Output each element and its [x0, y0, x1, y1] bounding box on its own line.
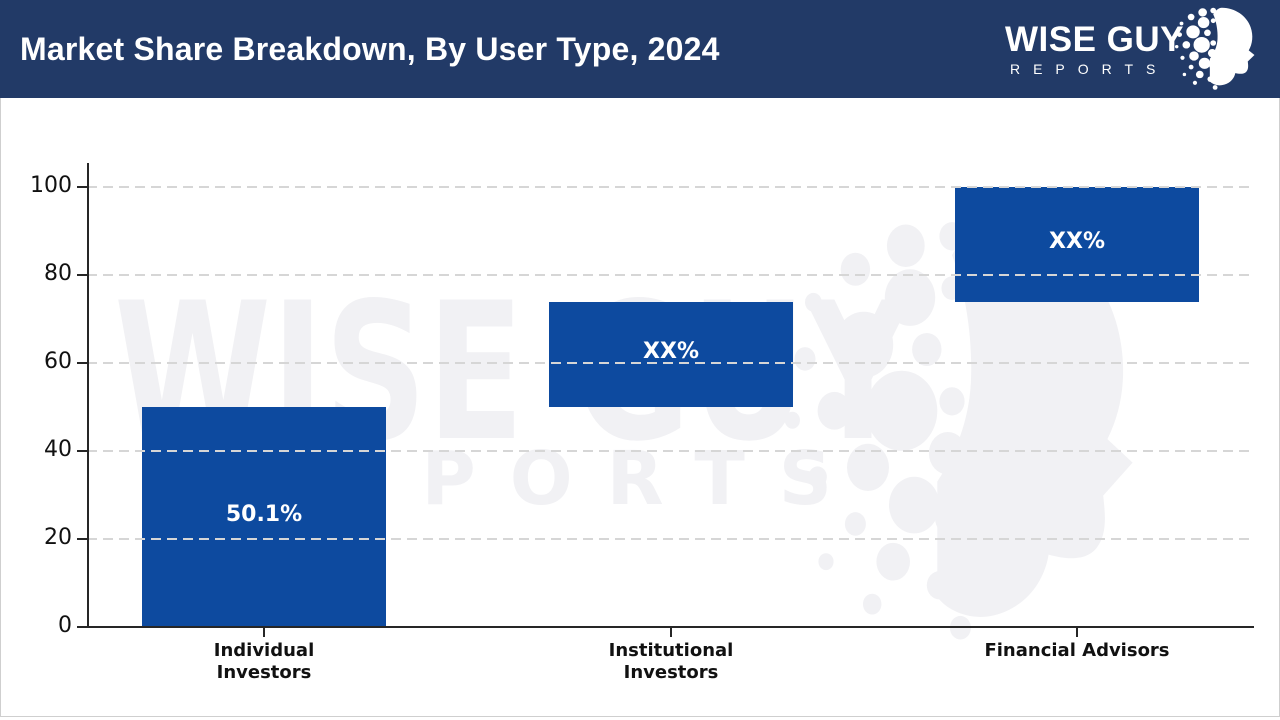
bar-2 — [549, 301, 793, 407]
y-gridline — [87, 538, 1254, 540]
x-axis-tick — [1076, 628, 1078, 637]
y-gridline — [87, 186, 1254, 188]
x-category-label: Individual Investors — [213, 640, 315, 683]
x-axis-tick — [263, 628, 265, 637]
y-axis-tick — [77, 538, 87, 540]
y-axis-tick — [77, 274, 87, 276]
x-category-label: Financial Advisors — [984, 640, 1170, 661]
y-axis-tick-label: 20 — [44, 525, 72, 550]
y-gridline — [87, 274, 1254, 276]
x-axis-line — [87, 626, 1254, 628]
x-category-label: Institutional Investors — [608, 640, 734, 683]
bar-1 — [142, 406, 386, 627]
y-axis-tick — [77, 450, 87, 452]
watermark-head-icon — [784, 222, 1133, 640]
y-axis-tick — [77, 186, 87, 188]
logo-text: WISE GUY REPORTS — [1005, 22, 1184, 77]
y-axis-tick-label: 60 — [44, 349, 72, 374]
y-axis-tick — [77, 362, 87, 364]
header-bar: Market Share Breakdown, By User Type, 20… — [0, 0, 1280, 98]
bar-value-label: XX% — [1049, 229, 1105, 255]
y-axis-tick-label: 40 — [44, 437, 72, 462]
wiseguy-head-icon — [1174, 7, 1255, 90]
wise-guy-logo: WISE GUY REPORTS — [1005, 5, 1266, 93]
y-axis-tick — [77, 626, 87, 628]
bar-value-label: 50.1% — [225, 501, 303, 527]
y-axis-tick-label: 100 — [30, 173, 72, 198]
y-gridline — [87, 450, 1254, 452]
y-axis-line — [87, 163, 89, 628]
y-axis-tick-label: 0 — [58, 613, 72, 638]
logo-sub-text: REPORTS — [1009, 60, 1169, 77]
y-gridline — [87, 362, 1254, 364]
x-axis-tick — [670, 628, 672, 637]
bar-3 — [955, 187, 1199, 302]
bar-value-label: XX% — [643, 339, 699, 365]
logo-name-text: WISE GUY — [1004, 19, 1184, 59]
page-title: Market Share Breakdown, By User Type, 20… — [20, 30, 720, 67]
y-axis-tick-label: 80 — [44, 261, 72, 286]
